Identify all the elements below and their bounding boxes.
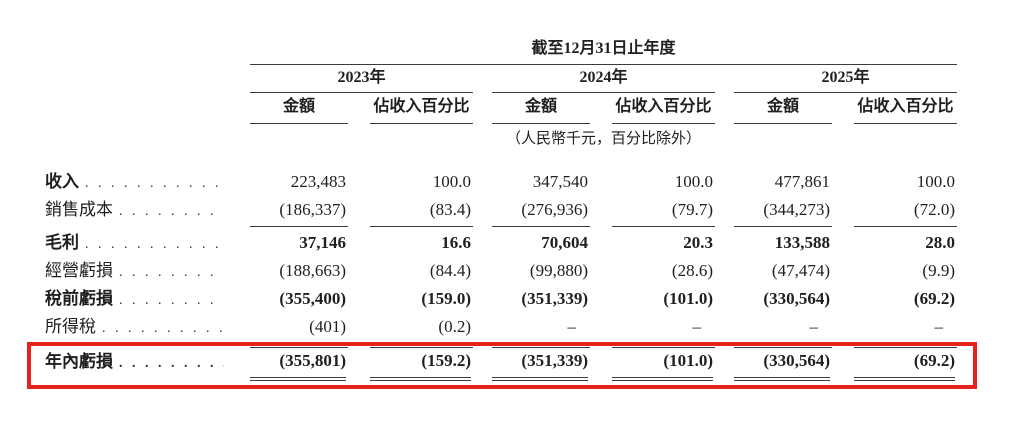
highlighted-row-wrap: 年內虧損 (355,801) (159.2) (351,339) (101.0)… [27, 342, 977, 389]
cell-2025-percent: – [934, 317, 944, 336]
cell-2024-amount: (351,339) [521, 289, 588, 308]
cell-2025-percent: 28.0 [925, 233, 955, 252]
cell-2024-percent: (101.0) [612, 347, 715, 381]
cell-2024-amount: (276,936) [492, 197, 590, 227]
dot-leader [119, 258, 224, 286]
table-row-gross-profit: 毛利 37,146 16.6 70,604 20.3 133,588 28.0 [45, 227, 957, 258]
table-row-revenue: 收入 223,483 100.0 347,540 100.0 477,861 1… [45, 169, 957, 197]
cell-2025-amount: (344,273) [734, 197, 832, 227]
table-row-cost-of-sales: 銷售成本 (186,337) (83.4) (276,936) (79.7) (… [45, 197, 957, 227]
row-label: 稅前虧損 [45, 286, 250, 314]
cell-2024-percent: 100.0 [674, 172, 713, 191]
unit-note-row: （人民幣千元，百分比除外） [45, 124, 957, 149]
cell-2024-percent: (28.6) [671, 261, 713, 280]
cell-2025-percent: (69.2) [854, 347, 957, 381]
column-header-row: 金額 佔收入百分比 金額 佔收入百分比 金額 佔收入百分比 [45, 93, 957, 124]
cell-2023-amount: (401) [309, 317, 346, 336]
cell-2025-percent: (72.0) [854, 197, 957, 227]
cell-2023-percent: 16.6 [441, 233, 471, 252]
cell-2023-amount: 223,483 [290, 172, 346, 191]
unit-note: （人民幣千元，百分比除外） [505, 131, 701, 147]
year-header-2023: 2023年 [250, 65, 473, 93]
dot-leader [85, 169, 224, 197]
cell-2025-amount: – [809, 317, 819, 336]
dot-leader [85, 230, 224, 258]
cell-2023-percent: 100.0 [432, 172, 471, 191]
dot-leader [119, 197, 224, 225]
year-header-2024: 2024年 [492, 65, 715, 93]
cell-2023-amount: 37,146 [299, 233, 346, 252]
col-header-amount-2025: 金額 [734, 93, 832, 124]
cell-2025-amount: (47,474) [771, 261, 830, 280]
table-row-income-tax: 所得稅 (401) (0.2) – – – – [45, 314, 957, 342]
cell-2025-percent: (9.9) [922, 261, 955, 280]
row-label: 銷售成本 [45, 197, 250, 227]
col-header-percent-2025: 佔收入百分比 [854, 93, 957, 124]
cell-2024-amount: 70,604 [541, 233, 588, 252]
cell-2023-amount: (355,801) [250, 347, 348, 381]
row-label: 所得稅 [45, 314, 250, 342]
cell-2023-amount: (186,337) [250, 197, 348, 227]
cell-2023-amount: (355,400) [279, 289, 346, 308]
cell-2024-amount: – [567, 317, 577, 336]
table-row-loss-for-the-year: 年內虧損 (355,801) (159.2) (351,339) (101.0)… [45, 347, 957, 381]
cell-2024-percent: (79.7) [612, 197, 715, 227]
cell-2025-amount: 477,861 [774, 172, 830, 191]
cell-2025-amount: 133,588 [774, 233, 830, 252]
year-header-2025: 2025年 [734, 65, 957, 93]
cell-2024-percent: (101.0) [663, 289, 713, 308]
dot-leader [102, 314, 224, 342]
dot-leader [119, 286, 224, 314]
row-label: 毛利 [45, 230, 250, 258]
row-label: 年內虧損 [45, 347, 250, 381]
cell-2024-percent: 20.3 [683, 233, 713, 252]
income-statement-table: 截至12月31日止年度 2023年 2024年 2025年 金額 佔收入百分比 … [27, 36, 977, 389]
table-body: 收入 223,483 100.0 347,540 100.0 477,861 1… [27, 169, 977, 389]
cell-2023-percent: (84.4) [429, 261, 471, 280]
table-title: 截至12月31日止年度 [250, 36, 957, 65]
dot-leader [119, 349, 224, 377]
year-header-row: 2023年 2024年 2025年 [45, 65, 957, 93]
row-label: 收入 [45, 169, 250, 197]
col-header-percent-2023: 佔收入百分比 [370, 93, 473, 124]
col-header-percent-2024: 佔收入百分比 [612, 93, 715, 124]
table-header: 截至12月31日止年度 [45, 36, 957, 65]
cell-2023-percent: (159.2) [370, 347, 473, 381]
cell-2024-amount: 347,540 [532, 172, 588, 191]
cell-2025-percent: (69.2) [913, 289, 955, 308]
row-label: 經營虧損 [45, 258, 250, 286]
cell-2024-percent: – [692, 317, 702, 336]
cell-2024-amount: (99,880) [529, 261, 588, 280]
cell-2023-percent: (0.2) [438, 317, 471, 336]
cell-2025-percent: 100.0 [916, 172, 955, 191]
cell-2024-amount: (351,339) [492, 347, 590, 381]
table-row-operating-loss: 經營虧損 (188,663) (84.4) (99,880) (28.6) (4… [45, 258, 957, 286]
cell-2025-amount: (330,564) [763, 289, 830, 308]
cell-2023-percent: (159.0) [421, 289, 471, 308]
cell-2025-amount: (330,564) [734, 347, 832, 381]
cell-2023-percent: (83.4) [370, 197, 473, 227]
cell-2023-amount: (188,663) [279, 261, 346, 280]
table-row-loss-before-tax: 稅前虧損 (355,400) (159.0) (351,339) (101.0)… [45, 286, 957, 314]
col-header-amount-2023: 金額 [250, 93, 348, 124]
col-header-amount-2024: 金額 [492, 93, 590, 124]
